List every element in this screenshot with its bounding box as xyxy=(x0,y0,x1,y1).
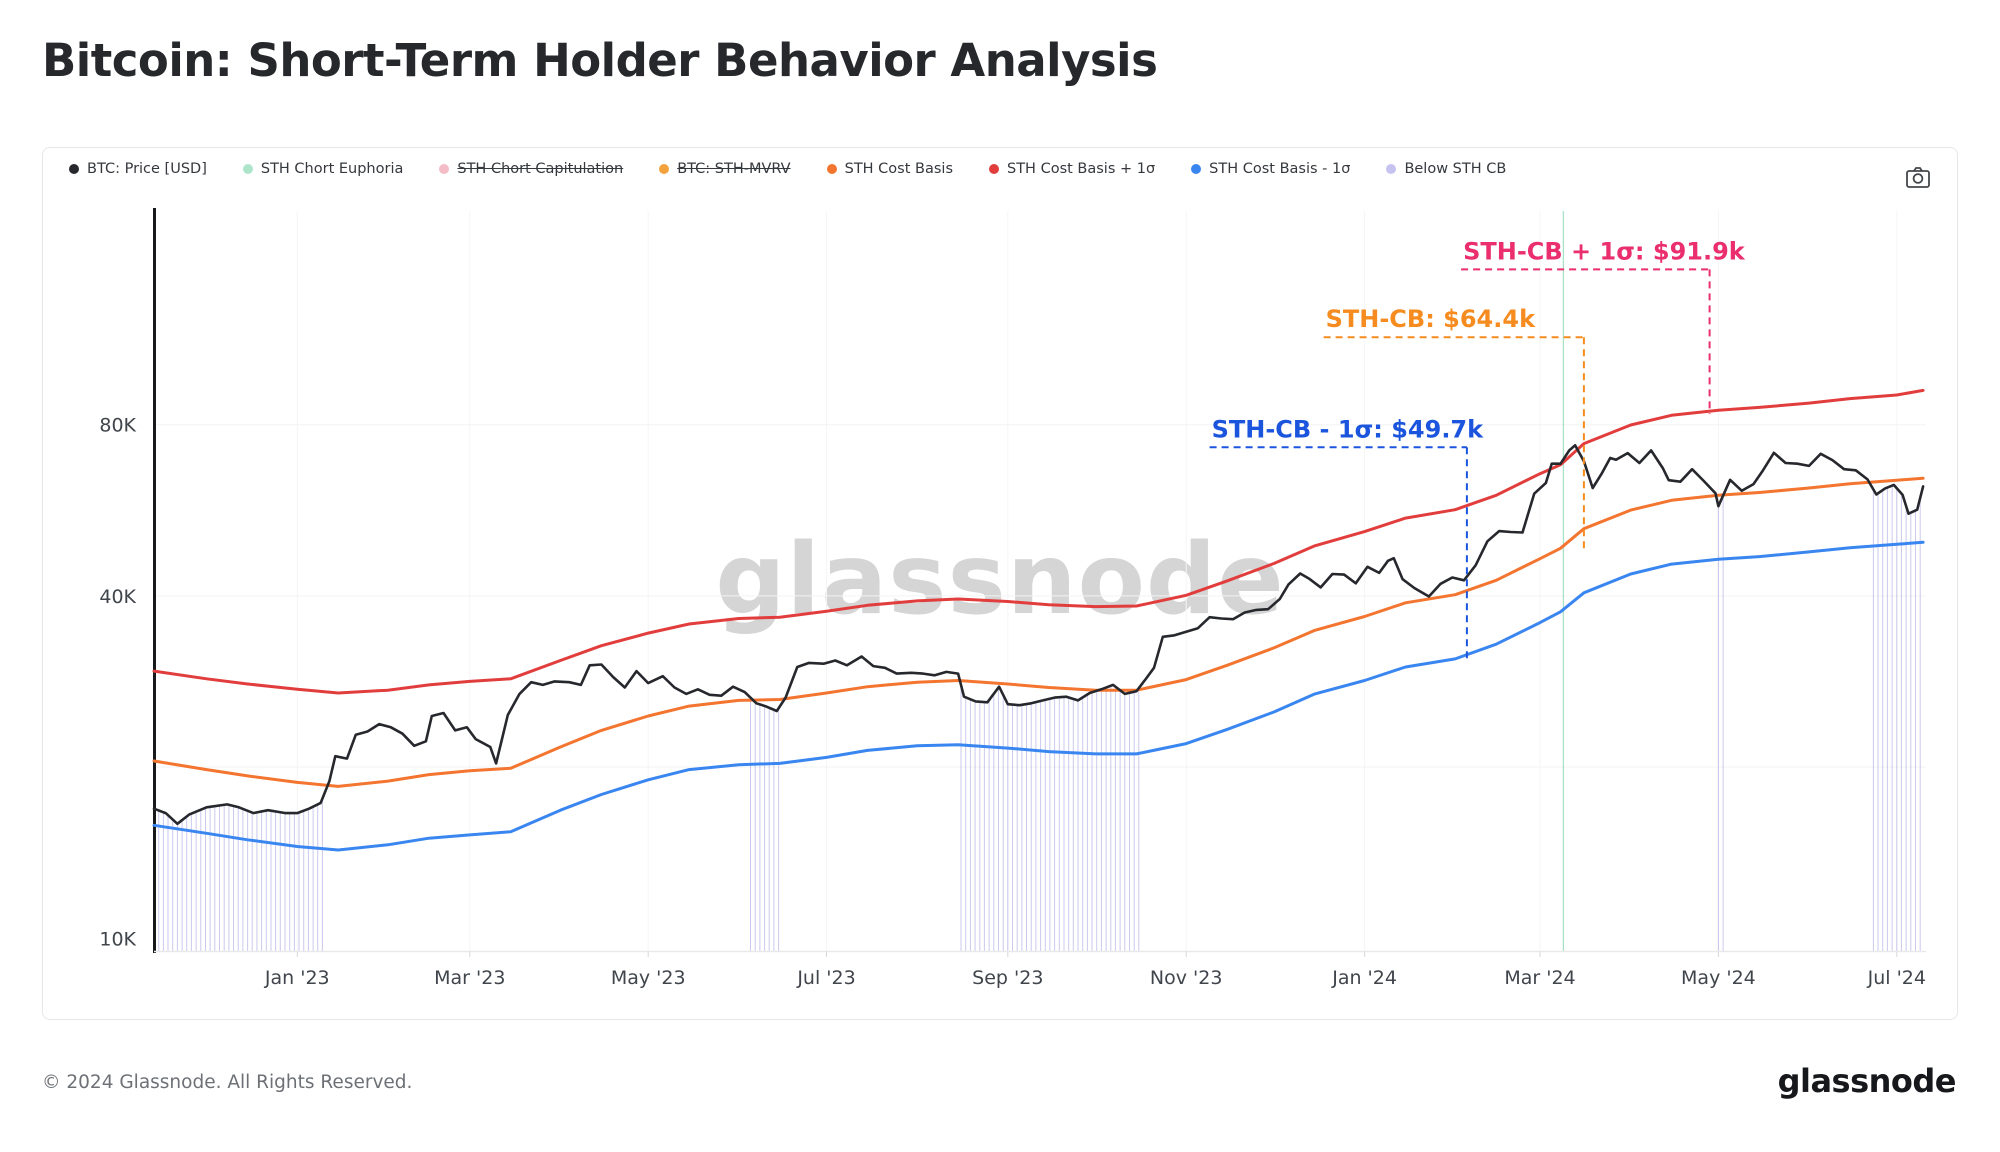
series-minus1sd-line xyxy=(152,540,1925,852)
price-chart[interactable]: Jan '23 Mar '23 May '23 Jul '23 Sep '23 Nov '… xyxy=(43,148,1957,1019)
series-costbasis-line xyxy=(152,476,1925,788)
legend-series-dot xyxy=(69,164,79,174)
legend-item-sth-cost-basis-1[interactable]: STH Cost Basis - 1σ xyxy=(1191,161,1350,177)
legend-series-dot xyxy=(1191,164,1202,174)
series-price-line xyxy=(152,444,1925,826)
legend-item-label: BTC: STH-MVRV xyxy=(677,161,791,177)
legend-item-label: STH Chort Euphoria xyxy=(260,161,404,177)
legend-item-label: STH Cost Basis xyxy=(844,161,953,177)
legend-series-dot xyxy=(989,164,999,174)
legend-item-label: STH Cost Basis - 1σ xyxy=(1209,161,1351,177)
x-tick-label: May '24 xyxy=(1681,967,1756,989)
x-tick-label: Jan '23 xyxy=(264,967,330,989)
legend-item-label: Below STH CB xyxy=(1404,161,1507,177)
x-tick-label: Nov '23 xyxy=(1150,967,1223,989)
legend-item-label: BTC: Price [USD] xyxy=(87,161,207,177)
x-tick-label: May '23 xyxy=(611,967,686,989)
glassnode-logo: glassnode xyxy=(1777,1062,1957,1100)
legend-item-btc-price-usd[interactable]: BTC: Price [USD] xyxy=(69,161,207,177)
y-tick-label: 40K xyxy=(99,586,136,608)
x-tick-label: Jul '23 xyxy=(796,967,855,989)
screenshot-button[interactable] xyxy=(1899,162,1937,194)
legend-item-sth-cost-basis-1[interactable]: STH Cost Basis + 1σ xyxy=(989,161,1155,177)
legend-series-dot xyxy=(242,164,253,174)
y-tick-label: 10K xyxy=(99,928,136,950)
annotation-label: STH-CB - 1σ: $49.7k xyxy=(1212,415,1485,443)
x-tick-label: Sep '23 xyxy=(972,967,1043,989)
legend-item-sth-chort-euphoria[interactable]: STH Chort Euphoria xyxy=(242,161,404,177)
x-tick-label: Mar '24 xyxy=(1504,967,1575,989)
series-plus1sd-line xyxy=(152,388,1925,695)
footer-copyright: © 2024 Glassnode. All Rights Reserved. xyxy=(42,1072,413,1093)
legend-item-sth-cost-basis[interactable]: STH Cost Basis xyxy=(826,161,953,177)
chart-card: BTC: Price [USD] STH Chort Euphoria STH Ch… xyxy=(42,147,1958,1020)
legend-series-dot xyxy=(659,164,670,174)
legend: BTC: Price [USD] STH Chort Euphoria STH Ch… xyxy=(69,161,1887,177)
glassnode-watermark: glassnode xyxy=(715,523,1285,637)
legend-series-dot xyxy=(1386,164,1397,174)
legend-item-label: STH Cost Basis + 1σ xyxy=(1007,161,1156,177)
legend-series-dot xyxy=(826,164,837,174)
annotation-label: STH-CB: $64.4k xyxy=(1326,305,1536,333)
x-tick-label: Jan '24 xyxy=(1331,967,1397,989)
legend-item-btc-sth-mvrv[interactable]: BTC: STH-MVRV xyxy=(659,161,791,177)
page-title: Bitcoin: Short-Term Holder Behavior Anal… xyxy=(42,34,1158,87)
camera-icon xyxy=(1906,166,1930,188)
legend-series-dot xyxy=(439,164,450,174)
x-tick-label: Mar '23 xyxy=(434,967,505,989)
legend-item-label: STH Chort Capitulation xyxy=(457,161,624,177)
y-tick-label: 80K xyxy=(99,415,136,437)
annotation-label: STH-CB + 1σ: $91.9k xyxy=(1463,237,1746,265)
x-tick-label: Jul '24 xyxy=(1867,967,1926,989)
legend-item-below-sth-cb[interactable]: Below STH CB xyxy=(1386,161,1506,177)
below-sth-cb-hatching xyxy=(153,485,1921,951)
legend-item-sth-chort-capitulation[interactable]: STH Chort Capitulation xyxy=(439,161,623,177)
